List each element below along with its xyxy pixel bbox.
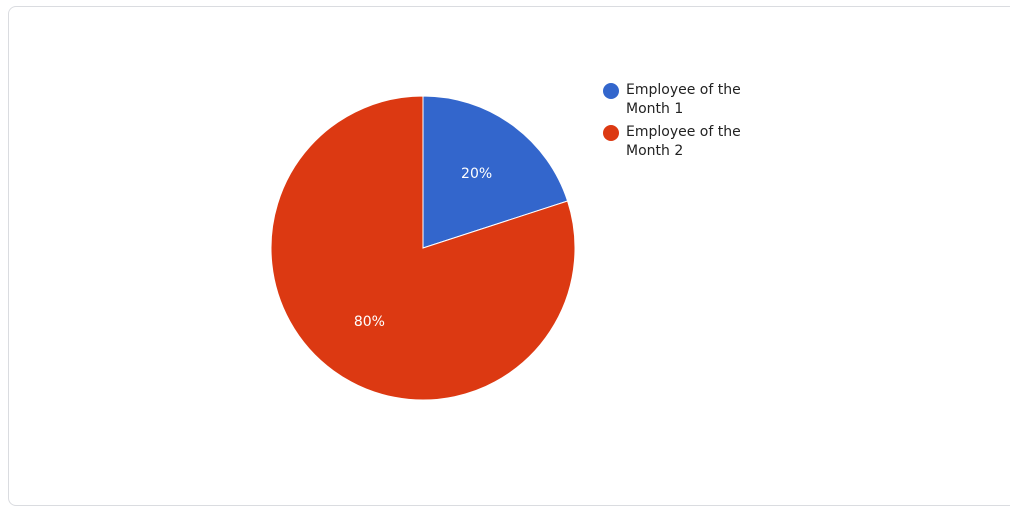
legend-swatch-1 [603, 83, 619, 99]
legend-item-employee-of-the-month-2[interactable]: Employee of the Month 2 [603, 123, 803, 161]
legend-label-2: Employee of the Month 2 [626, 124, 741, 159]
legend-swatch-2 [603, 125, 619, 141]
pie-slice-label-1: 20% [461, 166, 492, 182]
pie-chart: 20% 80% [270, 95, 576, 401]
chart-legend: Employee of the Month 1 Employee of the … [603, 81, 803, 165]
pie-slice-1[interactable] [422, 95, 569, 249]
pie-slice-label-2: 80% [354, 314, 385, 330]
pie-slice-2[interactable] [270, 95, 576, 401]
legend-label-1: Employee of the Month 1 [626, 82, 741, 117]
legend-item-employee-of-the-month-1[interactable]: Employee of the Month 1 [603, 81, 803, 119]
